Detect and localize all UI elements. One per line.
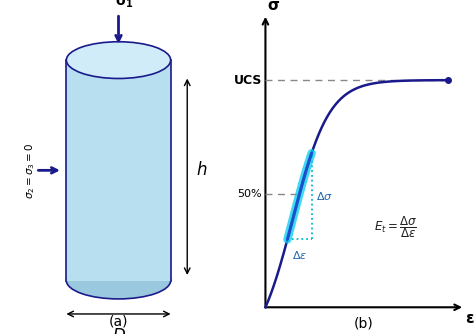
Text: $\mathbf{\sigma_1}$: $\mathbf{\sigma_1}$	[115, 0, 134, 10]
Text: $\Delta\sigma$: $\Delta\sigma$	[316, 190, 333, 202]
Text: $\sigma_2{=}\sigma_3{=}0$: $\sigma_2{=}\sigma_3{=}0$	[23, 142, 36, 198]
Text: 50%: 50%	[237, 189, 262, 199]
Text: (b): (b)	[354, 317, 374, 331]
Text: $E_t = \dfrac{\Delta\sigma}{\Delta\varepsilon}$: $E_t = \dfrac{\Delta\sigma}{\Delta\varep…	[374, 214, 418, 240]
Text: $\Delta\varepsilon$: $\Delta\varepsilon$	[292, 249, 307, 261]
Text: $D$: $D$	[111, 327, 126, 334]
Ellipse shape	[66, 262, 171, 299]
Text: (a): (a)	[109, 315, 128, 329]
Ellipse shape	[66, 42, 171, 78]
Polygon shape	[66, 60, 171, 281]
Text: UCS: UCS	[234, 74, 262, 87]
Text: $h$: $h$	[196, 161, 207, 179]
Text: $\mathbf{\varepsilon}$: $\mathbf{\varepsilon}$	[465, 311, 474, 326]
Text: $\mathbf{\sigma}$: $\mathbf{\sigma}$	[266, 0, 280, 13]
